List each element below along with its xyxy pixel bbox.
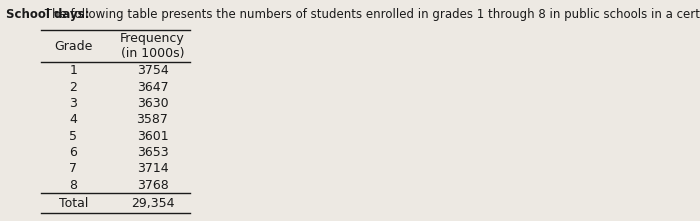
Text: 8: 8 [69,179,78,192]
Text: 4: 4 [69,113,78,126]
Text: 6: 6 [69,146,78,159]
Text: 2: 2 [69,80,78,93]
Text: 3768: 3768 [136,179,168,192]
Text: 3630: 3630 [136,97,168,110]
Text: Frequency: Frequency [120,32,185,45]
Text: 3601: 3601 [136,130,168,143]
Text: 3754: 3754 [136,64,168,77]
Text: 3587: 3587 [136,113,169,126]
Text: Grade: Grade [54,40,92,53]
Text: 3714: 3714 [136,162,168,175]
Text: 3647: 3647 [136,80,168,93]
Text: 3653: 3653 [136,146,168,159]
Text: Total: Total [59,197,88,210]
Text: 3: 3 [69,97,78,110]
Text: (in 1000s): (in 1000s) [120,47,184,60]
Text: School days:: School days: [6,8,90,21]
Text: The following table presents the numbers of students enrolled in grades 1 throug: The following table presents the numbers… [41,8,700,21]
Text: 7: 7 [69,162,78,175]
Text: 1: 1 [69,64,78,77]
Text: 5: 5 [69,130,78,143]
Text: 29,354: 29,354 [131,197,174,210]
